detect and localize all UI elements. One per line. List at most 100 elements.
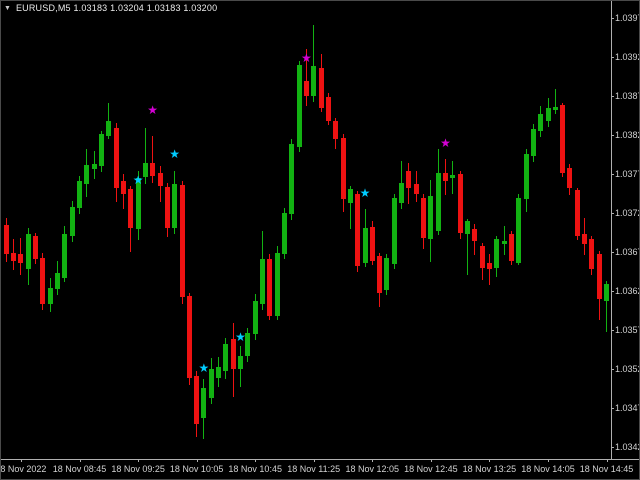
candle-body-down <box>120 181 126 195</box>
candle-body-up <box>216 366 222 379</box>
candle-body-down <box>413 184 419 195</box>
price-axis-line <box>611 1 612 459</box>
candle-body-down <box>472 228 478 242</box>
candle-body-down <box>406 170 412 189</box>
time-axis-tick <box>79 460 81 462</box>
candle-body-up <box>384 258 390 291</box>
time-axis-tick <box>138 460 140 462</box>
time-axis-tick <box>313 460 315 462</box>
time-axis-tick <box>548 460 549 462</box>
candle-body-down <box>369 227 375 262</box>
candle-wick <box>152 135 154 183</box>
candle-body-down <box>589 238 595 270</box>
candle-body-down <box>230 339 236 369</box>
candle-wick <box>467 219 468 275</box>
time-axis-tick <box>255 460 257 462</box>
candle-body-up <box>552 106 558 110</box>
price-axis-label: 1.03975 <box>615 13 639 23</box>
semaphore-star-cyan-icon: ★ <box>132 173 144 188</box>
candle-wick <box>488 254 490 285</box>
candle-wick <box>554 89 556 115</box>
price-axis-tick <box>611 174 614 175</box>
candle-body-up <box>435 173 441 231</box>
candle-body-up <box>465 220 470 235</box>
time-axis-label: 18 Nov 08:45 <box>52 464 107 474</box>
candle-body-up <box>223 344 229 372</box>
price-axis-label: 1.03725 <box>615 208 639 218</box>
candle-body-down <box>479 245 485 269</box>
candle-wick <box>144 128 146 185</box>
candle-body-down <box>186 295 192 379</box>
candle-body-up <box>106 121 112 136</box>
semaphore-star-cyan-icon: ★ <box>198 361 210 376</box>
candle-body-up <box>501 241 507 245</box>
candle-body-down <box>3 224 9 255</box>
candle-body-down <box>574 190 580 236</box>
price-axis-tick <box>611 252 614 253</box>
candle-body-up <box>84 164 90 185</box>
candlestick-plot[interactable]: ★ ★ ★ ★ ★ ★ ★ ★ <box>1 1 611 459</box>
candle-body-down <box>128 188 134 228</box>
price-axis-tick <box>611 57 614 58</box>
price-axis-tick <box>611 96 614 97</box>
price-axis-label: 1.03925 <box>615 52 639 62</box>
candle-body-up <box>362 227 368 263</box>
candle-body-down <box>179 184 185 298</box>
candle-body-up <box>69 206 75 236</box>
time-axis-label: 18 Nov 10:45 <box>228 464 282 474</box>
candle-body-up <box>47 287 53 305</box>
price-axis-tick <box>611 330 614 331</box>
candle-body-down <box>11 252 17 262</box>
semaphore-star-magenta-icon: ★ <box>440 135 451 150</box>
candle-body-up <box>252 301 258 334</box>
price-axis-tick <box>611 447 614 448</box>
candle-body-down <box>157 173 163 186</box>
candle-body-down <box>340 138 346 199</box>
price-axis-tick <box>611 135 614 136</box>
candle-body-up <box>311 65 317 96</box>
time-axis-label: 18 Nov 14:05 <box>521 464 575 474</box>
semaphore-star-magenta-icon: ★ <box>147 103 159 117</box>
candle-body-up <box>450 174 456 178</box>
price-axis-label: 1.03575 <box>615 325 639 335</box>
price-axis-tick <box>611 408 614 409</box>
candle-body-up <box>296 64 302 147</box>
collapse-triangle-icon[interactable]: ▼ <box>4 5 11 12</box>
candle-body-down <box>325 96 331 121</box>
semaphore-star-cyan-icon: ★ <box>169 146 181 161</box>
candle-body-down <box>486 262 492 270</box>
time-axis-label: 18 Nov 13:25 <box>462 464 517 474</box>
candle-body-up <box>516 198 522 263</box>
candle-body-down <box>33 235 39 259</box>
semaphore-star-magenta-icon: ★ <box>301 50 312 65</box>
candle-body-down <box>457 174 463 234</box>
time-axis-line <box>1 459 639 460</box>
candle-body-up <box>604 284 609 302</box>
candle-body-up <box>91 163 97 170</box>
price-axis-tick <box>611 213 614 214</box>
candle-wick <box>349 185 351 229</box>
price-axis-label: 1.03875 <box>615 91 639 101</box>
candle-body-down <box>267 259 273 316</box>
candle-body-up <box>245 333 251 356</box>
time-axis-label: 18 Nov 2022 <box>0 464 47 474</box>
time-axis-label: 18 Nov 14:45 <box>579 464 634 474</box>
price-axis-label: 1.03775 <box>615 169 639 179</box>
candle-body-up <box>347 188 353 203</box>
candle-body-down <box>421 198 426 238</box>
price-axis-label: 1.03825 <box>615 130 639 140</box>
time-axis-tick <box>20 460 22 462</box>
candle-body-up <box>172 184 178 228</box>
candle-body-down <box>113 128 119 189</box>
price-axis-tick <box>611 18 614 19</box>
candle-body-down <box>582 234 588 245</box>
candle-wick <box>503 226 505 256</box>
candle-body-down <box>40 258 46 305</box>
semaphore-star-cyan-icon: ★ <box>359 185 371 200</box>
time-axis-label: 18 Nov 12:05 <box>345 464 400 474</box>
candle-body-up <box>274 252 280 316</box>
time-axis-tick <box>489 460 491 462</box>
candle-body-up <box>142 163 148 178</box>
time-axis-tick <box>196 460 198 462</box>
